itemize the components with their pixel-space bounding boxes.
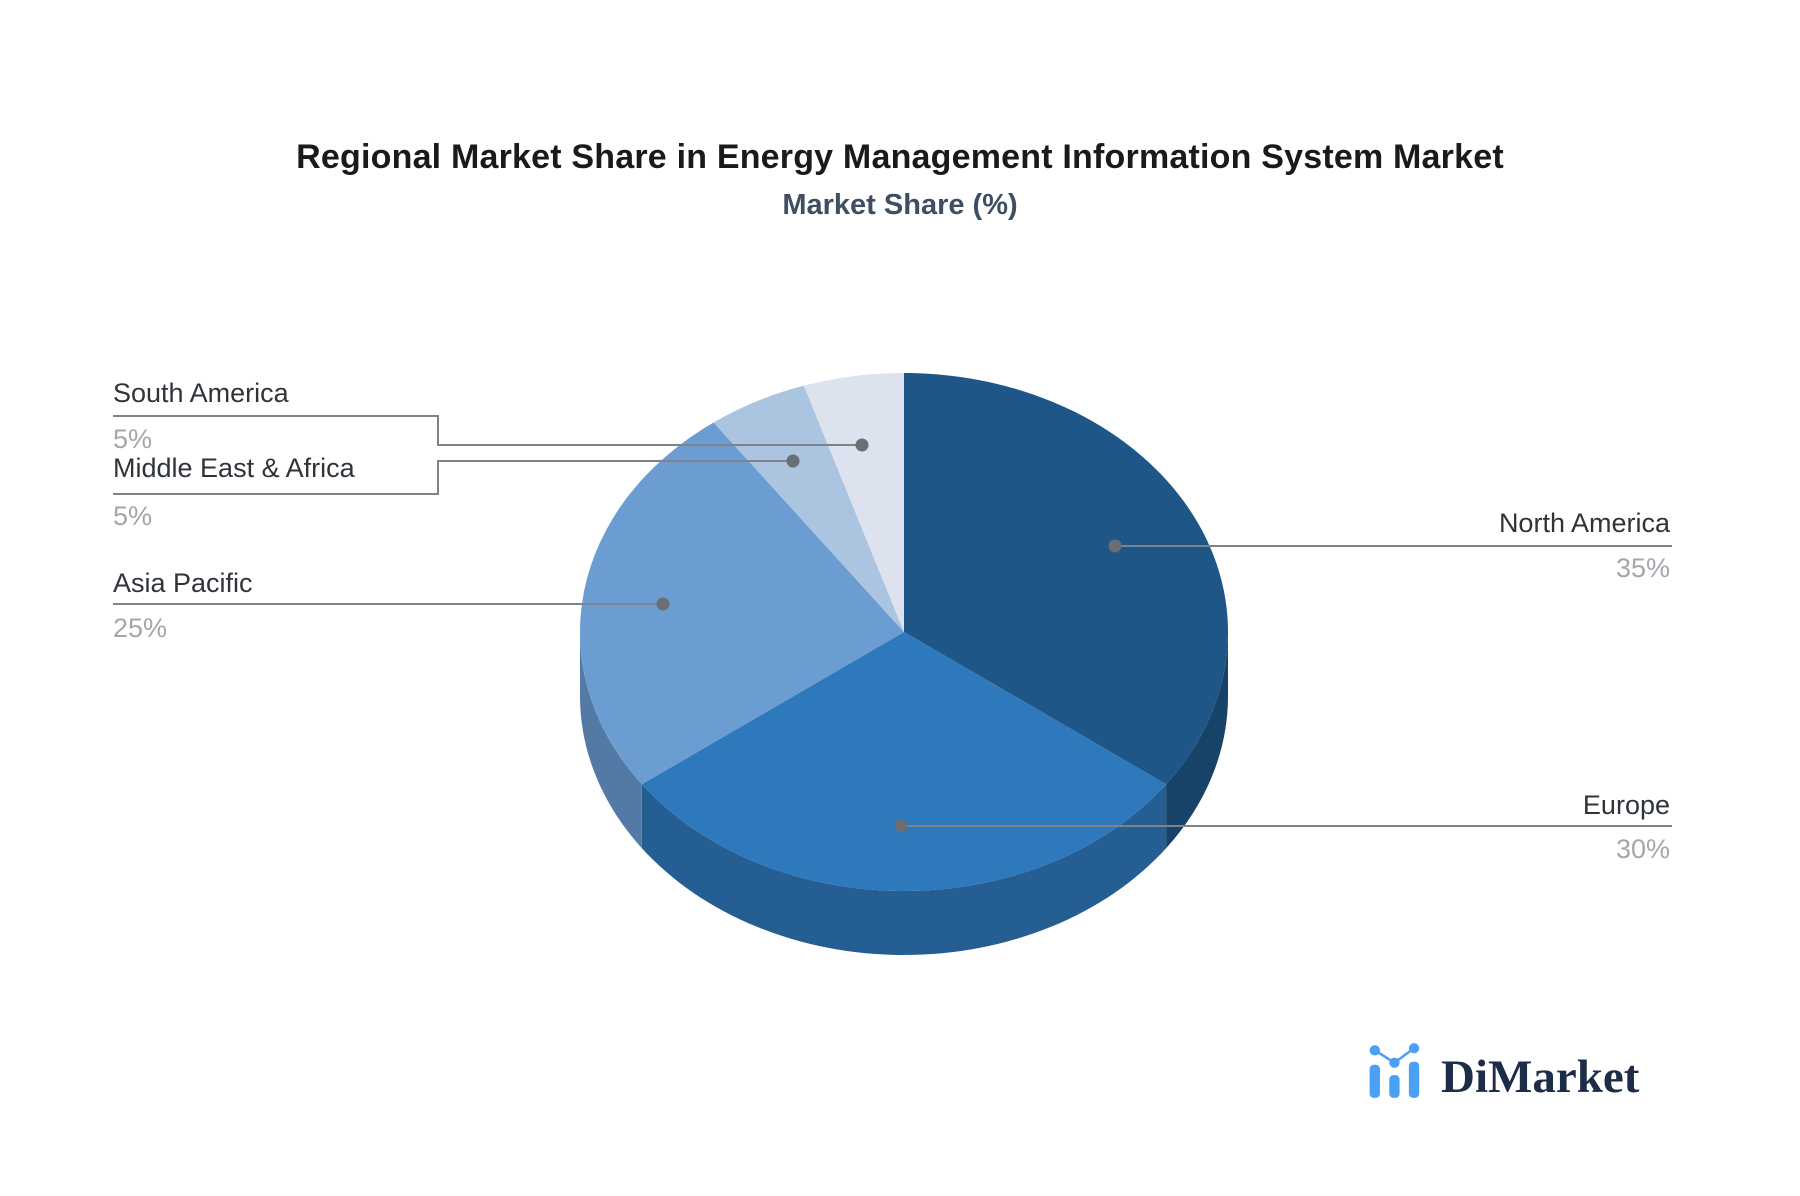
callout-lines [113, 415, 1672, 827]
label-south-america: South America [113, 378, 289, 408]
pie-slice-middle-east-africa[interactable] [713, 385, 904, 632]
label-north-america: North America [1498, 508, 1670, 538]
brand-logo-text: DiMarket [1441, 1051, 1640, 1103]
brand-logo: DiMarket [1366, 1042, 1640, 1103]
callout-dot-south-america [855, 438, 869, 452]
pct-europe: 30% [1615, 834, 1670, 864]
logo-dot [1408, 1043, 1420, 1054]
chart-subtitle: Market Share (%) [782, 189, 1018, 221]
pie-slice-north-america[interactable] [904, 373, 1228, 785]
logo-dot [1389, 1057, 1400, 1068]
bar-chart-logo-icon [1369, 1043, 1420, 1098]
pie-side-north-america[interactable] [1166, 632, 1228, 849]
callout-dot-north-america [1108, 539, 1122, 553]
pie-slice-south-america[interactable] [803, 373, 904, 632]
callout-dot-europe [894, 819, 908, 833]
pie-side-asia-pacific[interactable] [580, 632, 642, 849]
callout-line-middle-east-africa [113, 460, 793, 495]
chart-title: Regional Market Share in Energy Manageme… [296, 138, 1504, 176]
logo-bar [1389, 1075, 1400, 1098]
callout-line-south-america [113, 415, 862, 446]
pct-asia-pacific: 25% [113, 613, 168, 643]
pie-slice-asia-pacific[interactable] [580, 422, 904, 785]
label-europe: Europe [1582, 790, 1670, 820]
logo-dot [1369, 1045, 1380, 1056]
label-asia-pacific: Asia Pacific [113, 568, 253, 598]
logo-bar [1369, 1064, 1380, 1098]
pct-south-america: 5% [113, 424, 153, 454]
pie-3d[interactable] [580, 373, 1228, 956]
pct-north-america: 35% [1615, 553, 1670, 583]
pie-side-europe[interactable] [641, 784, 1167, 956]
pct-middle-east-africa: 5% [113, 501, 153, 531]
callout-dot-asia-pacific [656, 597, 670, 611]
callout-dot-middle-east-africa [786, 454, 800, 468]
callout-dots [656, 438, 1122, 833]
logo-bar [1408, 1061, 1420, 1098]
label-middle-east-africa: Middle East & Africa [113, 453, 355, 483]
